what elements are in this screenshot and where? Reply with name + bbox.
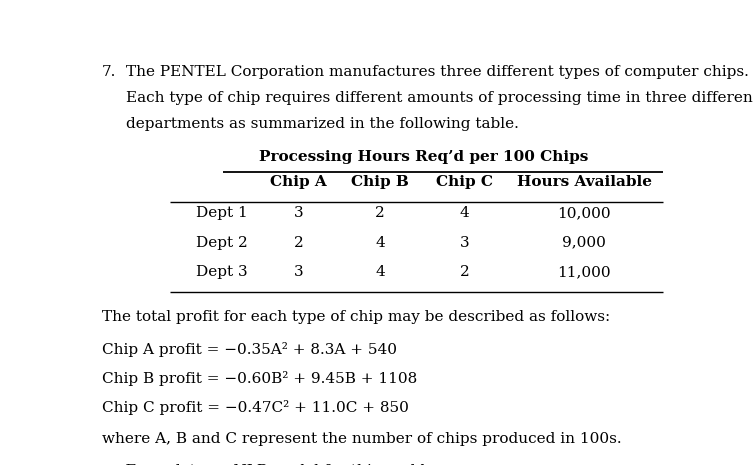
Text: 2: 2 <box>460 265 470 279</box>
Text: departments as summarized in the following table.: departments as summarized in the followi… <box>127 117 519 131</box>
Text: Chip A profit = −0.35A² + 8.3A + 540: Chip A profit = −0.35A² + 8.3A + 540 <box>102 341 397 357</box>
Text: The PENTEL Corporation manufactures three different types of computer chips.: The PENTEL Corporation manufactures thre… <box>127 65 749 79</box>
Text: 2: 2 <box>294 236 303 250</box>
Text: 4: 4 <box>460 206 470 220</box>
Text: 7.: 7. <box>102 65 116 79</box>
Text: 2: 2 <box>375 206 385 220</box>
Text: Chip A: Chip A <box>270 175 327 189</box>
Text: Chip C profit = −0.47C² + 11.0C + 850: Chip C profit = −0.47C² + 11.0C + 850 <box>102 400 409 415</box>
Text: 3: 3 <box>294 206 303 220</box>
Text: Chip B: Chip B <box>351 175 409 189</box>
Text: 4: 4 <box>375 236 385 250</box>
Text: 11,000: 11,000 <box>557 265 611 279</box>
Text: Dept 2: Dept 2 <box>197 236 248 250</box>
Text: The total profit for each type of chip may be described as follows:: The total profit for each type of chip m… <box>102 310 610 324</box>
Text: Processing Hours Req’d per 100 Chips: Processing Hours Req’d per 100 Chips <box>259 150 589 164</box>
Text: 4: 4 <box>375 265 385 279</box>
Text: Chip C: Chip C <box>436 175 493 189</box>
Text: Dept 1: Dept 1 <box>197 206 248 220</box>
Text: where A, B and C represent the number of chips produced in 100s.: where A, B and C represent the number of… <box>102 432 621 446</box>
Text: 3: 3 <box>460 236 470 250</box>
Text: 3: 3 <box>294 265 303 279</box>
Text: 10,000: 10,000 <box>557 206 611 220</box>
Text: Dept 3: Dept 3 <box>197 265 248 279</box>
Text: Each type of chip requires different amounts of processing time in three differe: Each type of chip requires different amo… <box>127 91 753 105</box>
Text: Hours Available: Hours Available <box>517 175 652 189</box>
Text: a.  Formulate an NLP model for this problem.: a. Formulate an NLP model for this probl… <box>102 464 453 465</box>
Text: 9,000: 9,000 <box>562 236 606 250</box>
Text: Chip B profit = −0.60B² + 9.45B + 1108: Chip B profit = −0.60B² + 9.45B + 1108 <box>102 371 417 386</box>
